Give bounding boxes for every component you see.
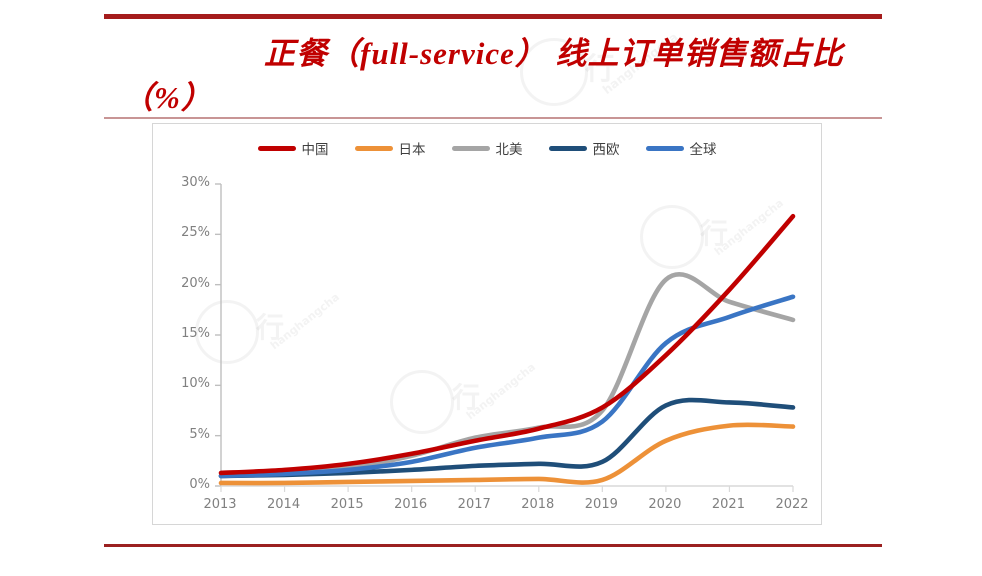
x-axis-tick-label: 2017 — [457, 497, 491, 512]
x-axis-tick-label: 2016 — [394, 497, 428, 512]
series-line-全球 — [218, 294, 796, 479]
bottom-rule — [104, 544, 882, 547]
y-axis-tick-label: 20% — [181, 275, 210, 291]
x-axis-tick-label: 2019 — [584, 497, 618, 512]
y-axis-tick-label: 5% — [189, 426, 210, 442]
series-line-中国 — [218, 213, 796, 476]
series-line-北美 — [218, 272, 796, 479]
series-line-西欧 — [218, 397, 796, 479]
x-axis-tick-label: 2014 — [267, 497, 301, 512]
y-axis-tick-label: 15% — [181, 326, 210, 341]
y-axis-tick-label: 30% — [181, 175, 210, 190]
x-axis-tick-label: 2021 — [711, 497, 745, 512]
title-underline-rule — [104, 117, 882, 119]
footer-ghost-text — [110, 560, 530, 576]
x-axis-tick-label: 2022 — [775, 497, 809, 512]
y-axis-tick-label: 0% — [189, 477, 210, 492]
top-rule — [104, 14, 882, 19]
page-title-line-2: （%） — [122, 80, 213, 115]
x-axis-tick-label: 2015 — [330, 497, 364, 512]
page-title-line-1: 正餐（full-service） 线上订单销售额占比 — [264, 36, 844, 71]
x-axis-tick-label: 2013 — [203, 497, 237, 512]
chart-container — [152, 123, 822, 525]
line-chart — [215, 183, 796, 492]
page-title: 正餐（full-service） 线上订单销售额占比 （%） — [104, 20, 894, 115]
x-axis-tick-label: 2020 — [648, 497, 682, 512]
y-axis-tick-label: 10% — [181, 376, 210, 392]
x-axis-tick-label: 2018 — [521, 497, 555, 512]
series-line-日本 — [218, 422, 796, 486]
y-axis-tick-label: 25% — [181, 225, 210, 241]
